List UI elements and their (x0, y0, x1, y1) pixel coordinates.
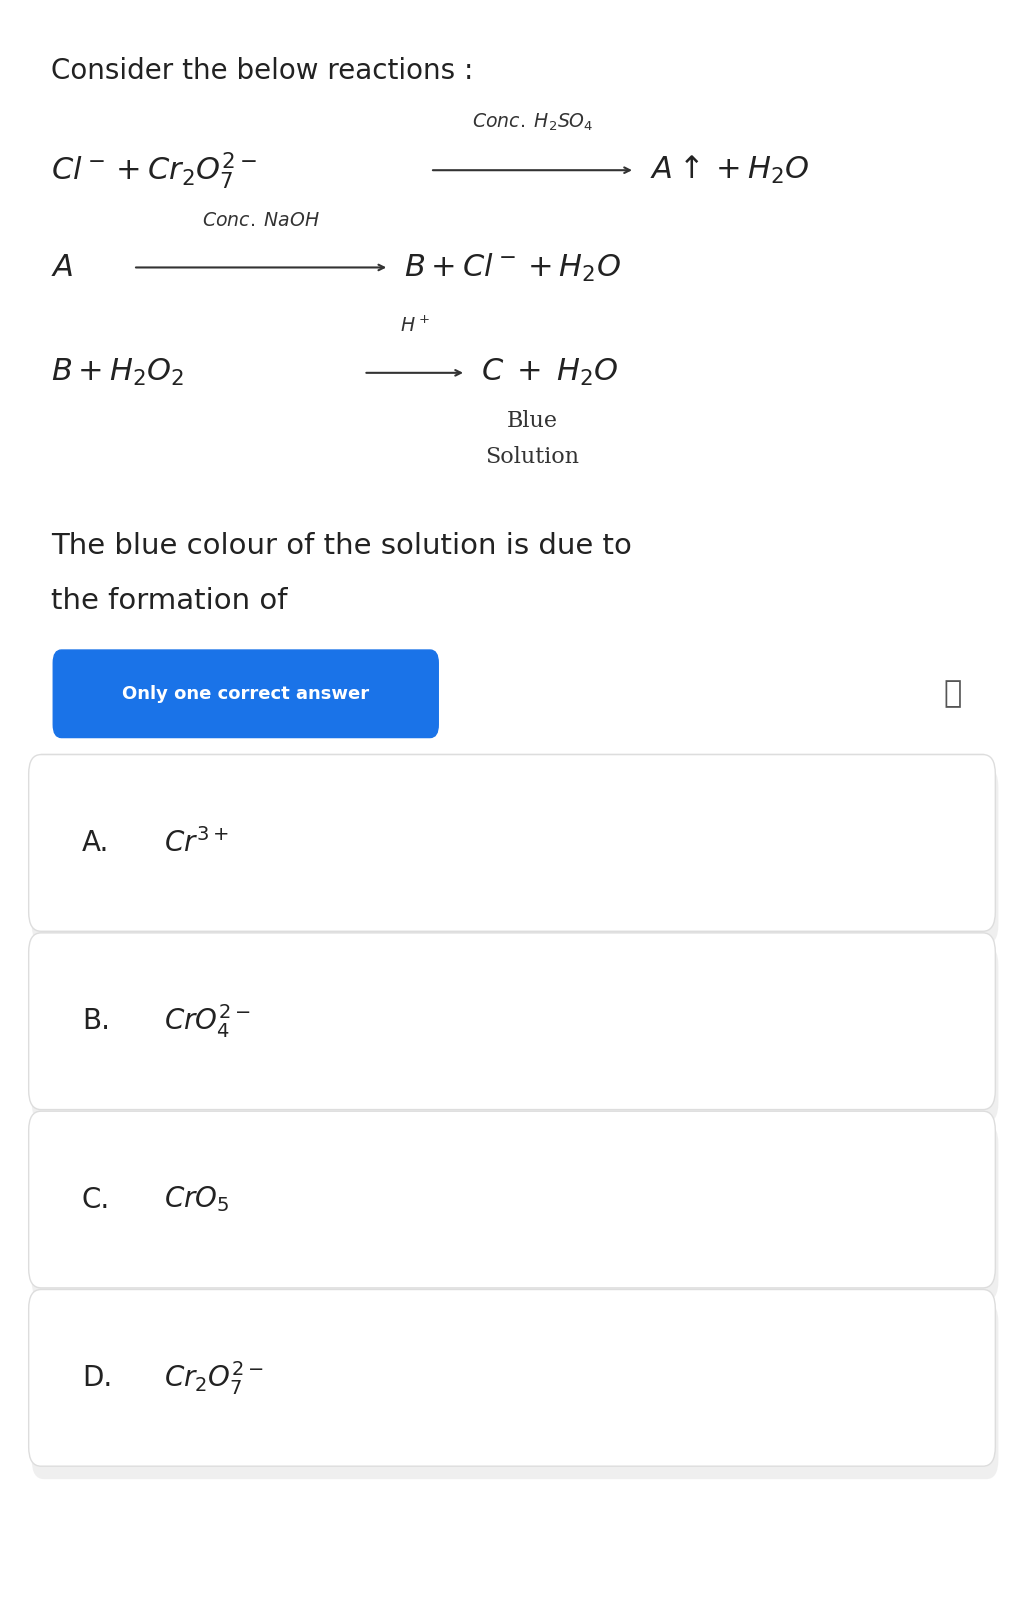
Text: $A$: $A$ (51, 251, 74, 284)
Text: Solution: Solution (485, 446, 580, 468)
Text: $H^+$: $H^+$ (399, 316, 430, 336)
Text: $CrO_5$: $CrO_5$ (164, 1185, 229, 1214)
Text: $Cr_2O_7^{2-}$: $Cr_2O_7^{2-}$ (164, 1358, 264, 1397)
FancyBboxPatch shape (29, 1290, 995, 1465)
FancyBboxPatch shape (29, 1112, 995, 1287)
Text: $Conc.\; H_2SO_4$: $Conc.\; H_2SO_4$ (472, 112, 593, 133)
Text: $A\uparrow + H_2O$: $A\uparrow + H_2O$ (650, 154, 810, 186)
Text: A.: A. (82, 828, 110, 858)
Text: $B + Cl^- + H_2O$: $B + Cl^- + H_2O$ (404, 251, 622, 284)
Text: $C \;+\; H_2O$: $C \;+\; H_2O$ (481, 357, 618, 389)
Text: C.: C. (82, 1185, 111, 1214)
Text: $Cl^- + Cr_2O_7^{2-}$: $Cl^- + Cr_2O_7^{2-}$ (51, 149, 257, 191)
Text: $CrO_4^{2-}$: $CrO_4^{2-}$ (164, 1002, 251, 1041)
FancyBboxPatch shape (53, 650, 438, 738)
FancyBboxPatch shape (32, 1303, 998, 1478)
Text: Blue: Blue (507, 410, 558, 433)
FancyBboxPatch shape (32, 1125, 998, 1300)
Text: Only one correct answer: Only one correct answer (122, 684, 370, 704)
FancyBboxPatch shape (32, 947, 998, 1122)
Text: the formation of: the formation of (51, 587, 288, 614)
Text: B.: B. (82, 1007, 110, 1036)
FancyBboxPatch shape (32, 768, 998, 943)
Text: $Cr^{3+}$: $Cr^{3+}$ (164, 828, 228, 858)
Text: ⓘ: ⓘ (943, 679, 962, 708)
Text: The blue colour of the solution is due to: The blue colour of the solution is due t… (51, 532, 632, 559)
Text: D.: D. (82, 1363, 113, 1392)
FancyBboxPatch shape (29, 755, 995, 930)
Text: Consider the below reactions :: Consider the below reactions : (51, 57, 473, 84)
FancyBboxPatch shape (29, 932, 995, 1109)
Text: $B + H_2O_2$: $B + H_2O_2$ (51, 357, 184, 389)
Text: $Conc.\; NaOH$: $Conc.\; NaOH$ (202, 212, 321, 230)
